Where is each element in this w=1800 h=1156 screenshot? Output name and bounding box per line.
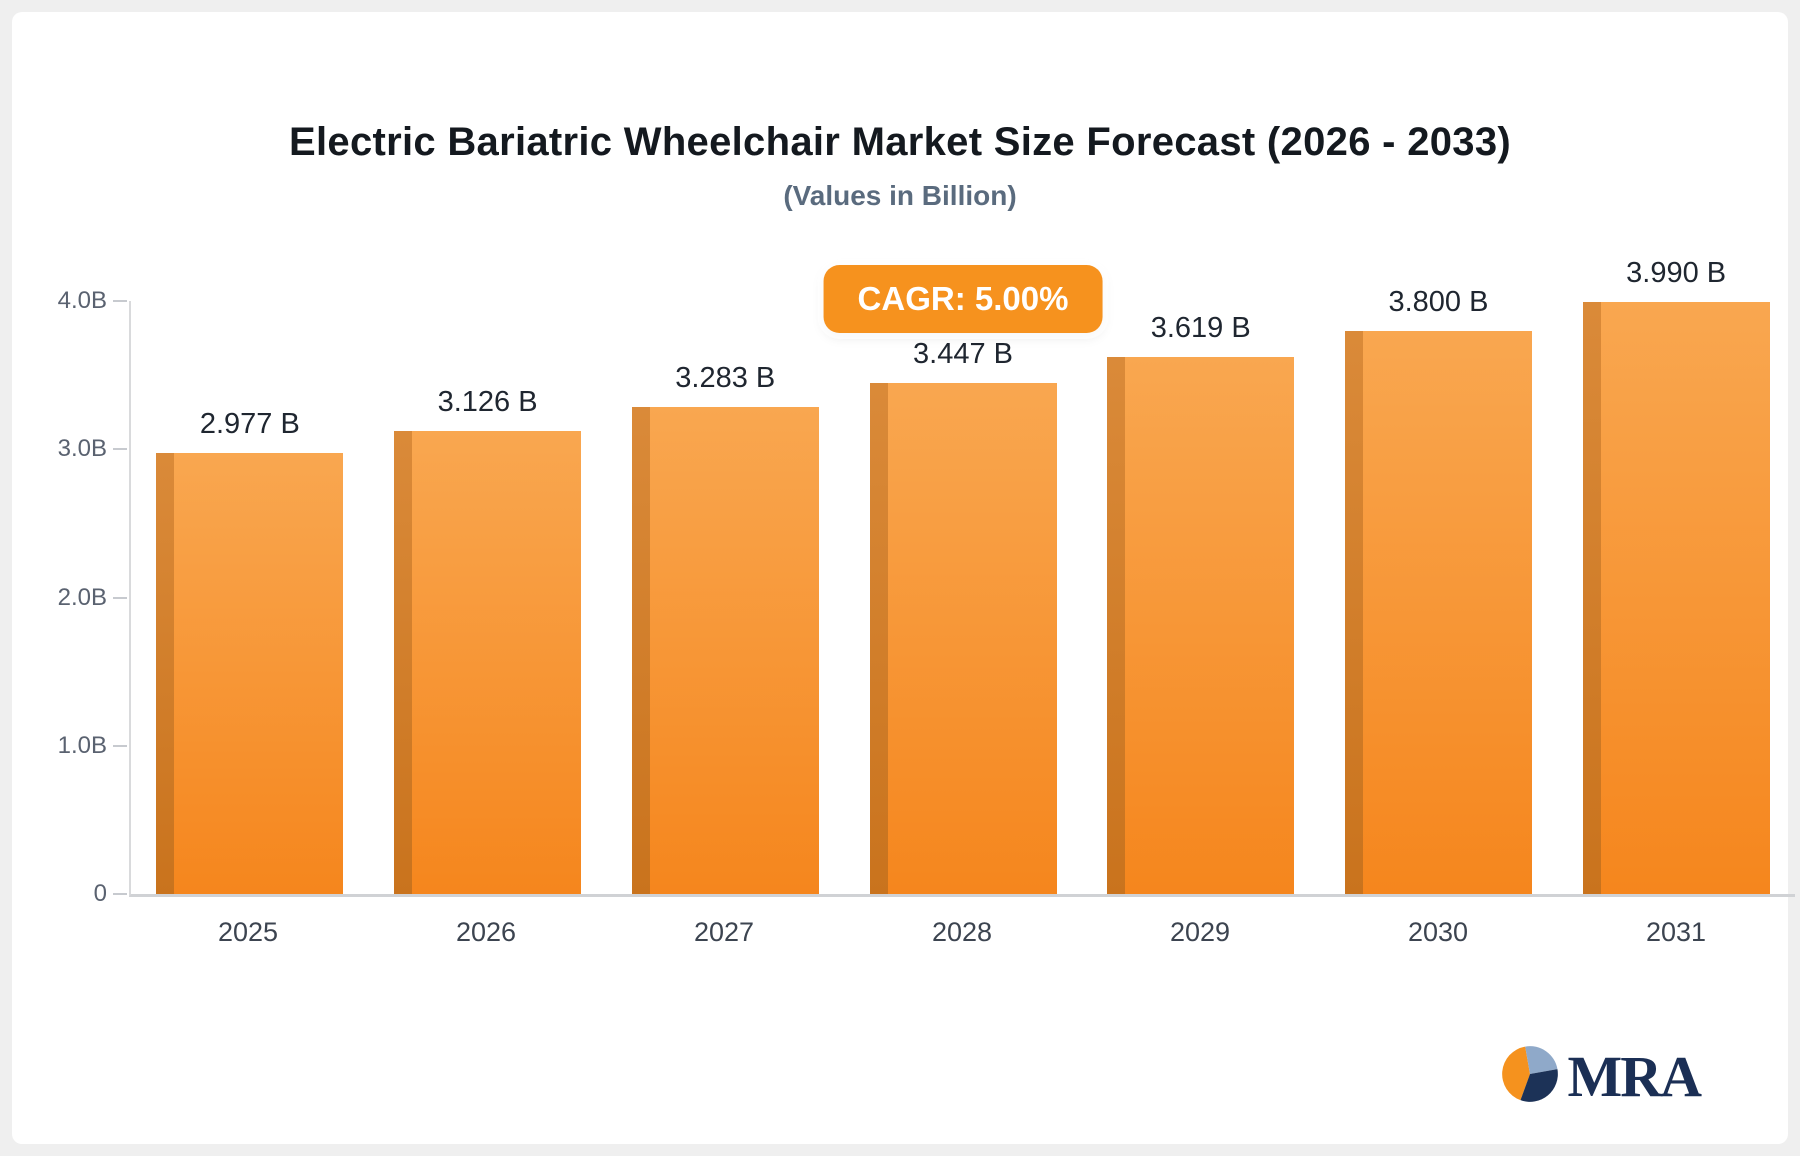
x-axis-label: 2027	[693, 917, 755, 947]
bar-value-label: 3.990 B	[1626, 257, 1727, 290]
y-tick-label: 1.0B	[57, 731, 107, 759]
bar-2030: 3.800 B	[1344, 286, 1532, 895]
y-tick-label: 3.0B	[57, 435, 107, 463]
bar-value-label: 2.977 B	[199, 407, 300, 440]
bar-2029: 3.619 B	[1107, 312, 1295, 894]
plot-area: 2.977 B 3.126 B 3.283 B 3.447 B 3.619 B 3.800…	[58, 257, 1795, 907]
y-tick-mark	[113, 448, 127, 451]
y-tick-mark	[113, 596, 127, 599]
x-axis-label: 2028	[931, 917, 993, 947]
bar-value-label: 3.619 B	[1150, 312, 1251, 345]
bars: 2.977 B 3.126 B 3.283 B 3.447 B 3.619 B 3.800…	[131, 257, 1795, 895]
x-axis-label: 2026	[455, 917, 517, 947]
chart-title: Electric Bariatric Wheelchair Market Siz…	[289, 120, 1511, 164]
x-axis-label: 2030	[1407, 917, 1469, 947]
y-tick-mark	[113, 893, 127, 895]
x-axis-label: 2025	[217, 917, 279, 947]
bar-2028: 3.447 B	[869, 338, 1057, 895]
y-tick-label: 4.0B	[57, 287, 107, 314]
bar-column: 3.800 B	[1320, 286, 1558, 895]
pie-icon	[1501, 1045, 1559, 1108]
y-tick-mark	[113, 300, 127, 302]
logo-text: MRA	[1567, 1043, 1702, 1109]
cagr-badge-label: CAGR: 5.00%	[857, 280, 1069, 317]
bar-2026: 3.126 B	[394, 386, 582, 895]
cagr-badge: CAGR: 5.00%	[823, 265, 1103, 333]
x-axis: 2025 2026 2027 2028 2029 2030 2031	[129, 917, 1795, 948]
bar-value-label: 3.800 B	[1388, 285, 1489, 318]
chart-card: Electric Bariatric Wheelchair Market Siz…	[12, 12, 1795, 1144]
x-axis-label: 2029	[1169, 917, 1231, 947]
mra-logo: MRA	[1501, 1043, 1702, 1109]
bar-column: 3.619 B	[1082, 301, 1320, 894]
bar-column: 3.990 B	[1557, 257, 1795, 894]
bar-value-label: 3.126 B	[437, 385, 538, 418]
chart-subtitle: (Values in Billion)	[783, 180, 1017, 211]
bar-value-label: 3.283 B	[675, 362, 776, 395]
bar-column: 3.447 B	[844, 301, 1082, 895]
bar-column: 3.126 B	[369, 301, 607, 895]
bar-value-label: 3.447 B	[913, 337, 1014, 370]
bar-2031: 3.990 B	[1582, 257, 1770, 894]
x-axis-label: 2031	[1645, 917, 1707, 947]
bar-column: 2.977 B	[131, 301, 369, 895]
y-tick-mark	[113, 744, 127, 747]
y-tick-label: 2.0B	[57, 583, 107, 611]
y-tick-label: 0	[93, 880, 107, 907]
bar-2025: 2.977 B	[156, 408, 344, 895]
bar-2027: 3.283 B	[631, 362, 819, 894]
bar-column: 3.283 B	[606, 301, 844, 894]
